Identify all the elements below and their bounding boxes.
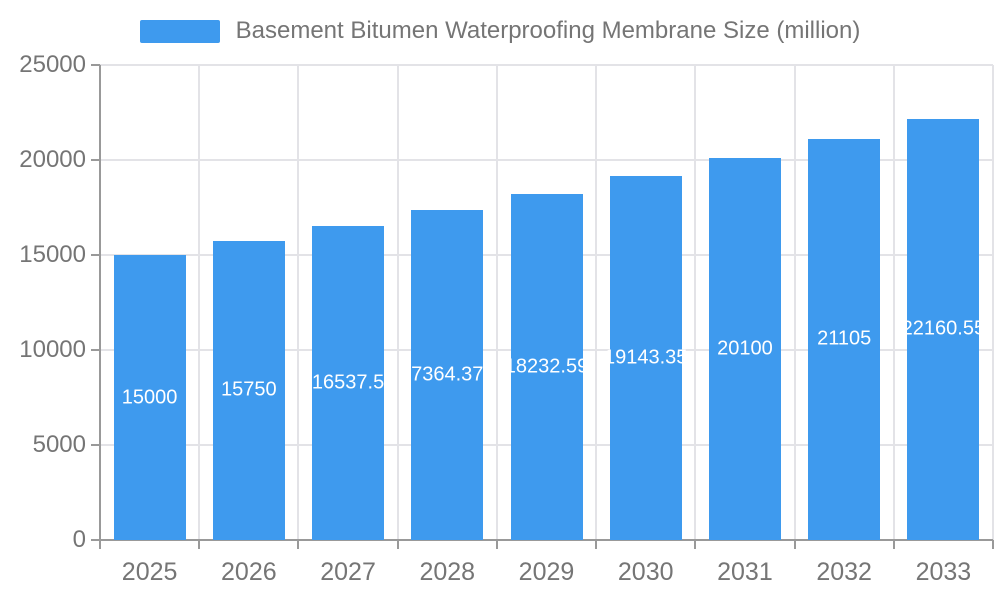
x-tick <box>495 540 498 549</box>
x-axis-label-2025: 2025 <box>121 558 178 586</box>
bar-value-label: 16537.5 <box>311 371 385 394</box>
x-tick <box>297 540 300 549</box>
bar-2026[interactable]: 15750 <box>212 240 285 540</box>
x-tick <box>992 540 994 549</box>
x-axis-label-2031: 2031 <box>717 558 773 586</box>
bar-value-label: 20100 <box>717 337 773 360</box>
gridline-horizontal <box>100 159 993 161</box>
bar-2028[interactable]: 17364.375 <box>400 210 495 540</box>
gridline-vertical <box>694 65 697 540</box>
x-axis-label-2028: 2028 <box>419 558 476 586</box>
x-tick <box>99 540 101 549</box>
x-axis-label-2030: 2030 <box>617 558 674 586</box>
y-tick-label: 10000 <box>19 336 86 363</box>
x-tick <box>198 540 201 549</box>
bar-2030[interactable]: 19143.35 <box>604 176 687 540</box>
y-tick-label: 25000 <box>19 51 86 78</box>
bar-value-label: 18232.59 <box>504 355 589 378</box>
bar-value-label: 15750 <box>221 378 277 401</box>
x-axis-label-2026: 2026 <box>221 558 277 586</box>
gridline-vertical <box>396 65 399 540</box>
bar-2033[interactable]: 22160.55 <box>902 118 985 540</box>
y-axis-line <box>99 65 101 542</box>
y-tick <box>91 539 100 541</box>
x-tick <box>694 540 697 549</box>
bar-value-label: 19143.35 <box>604 346 688 369</box>
y-tick <box>91 444 100 446</box>
y-tick-label: 0 <box>72 526 86 553</box>
y-tick <box>91 64 100 66</box>
gridline-vertical <box>595 65 598 540</box>
gridline-vertical <box>992 65 994 540</box>
bar-2025[interactable]: 15000 <box>113 255 186 540</box>
y-tick <box>91 254 100 256</box>
gridline-vertical <box>297 65 300 540</box>
bar-value-label: 21105 <box>817 327 872 350</box>
legend[interactable]: Basement Bitumen Waterproofing Membrane … <box>0 16 1000 46</box>
x-axis-line <box>100 539 993 541</box>
bar-2031[interactable]: 20100 <box>708 158 781 540</box>
y-tick <box>91 159 100 161</box>
gridline-vertical <box>793 65 796 540</box>
gridline-vertical <box>198 65 201 540</box>
gridline-horizontal <box>100 64 993 66</box>
x-tick <box>892 540 895 549</box>
legend-swatch-icon <box>139 19 220 43</box>
y-tick-label: 5000 <box>32 431 86 458</box>
x-tick <box>396 540 399 549</box>
bar-value-label: 15000 <box>121 386 178 408</box>
y-tick-label: 20000 <box>19 146 86 173</box>
gridline-vertical <box>892 65 895 540</box>
bar-2032[interactable]: 21105 <box>808 139 881 540</box>
bar-value-label: 17364.375 <box>399 363 495 386</box>
x-tick <box>595 540 598 549</box>
bar-value-label: 22160.55 <box>901 317 986 340</box>
x-axis-label-2029: 2029 <box>518 558 575 586</box>
bar-2029[interactable]: 18232.59 <box>505 193 588 540</box>
x-axis-label-2032: 2032 <box>816 558 872 586</box>
bar-2027[interactable]: 16537.5 <box>311 225 385 540</box>
y-tick <box>91 349 100 351</box>
x-axis-label-2033: 2033 <box>915 558 972 586</box>
x-tick <box>793 540 796 549</box>
legend-label: Basement Bitumen Waterproofing Membrane … <box>235 17 861 44</box>
gridline-vertical <box>495 65 498 540</box>
x-axis-label-2027: 2027 <box>320 558 376 586</box>
y-tick-label: 15000 <box>19 241 86 268</box>
